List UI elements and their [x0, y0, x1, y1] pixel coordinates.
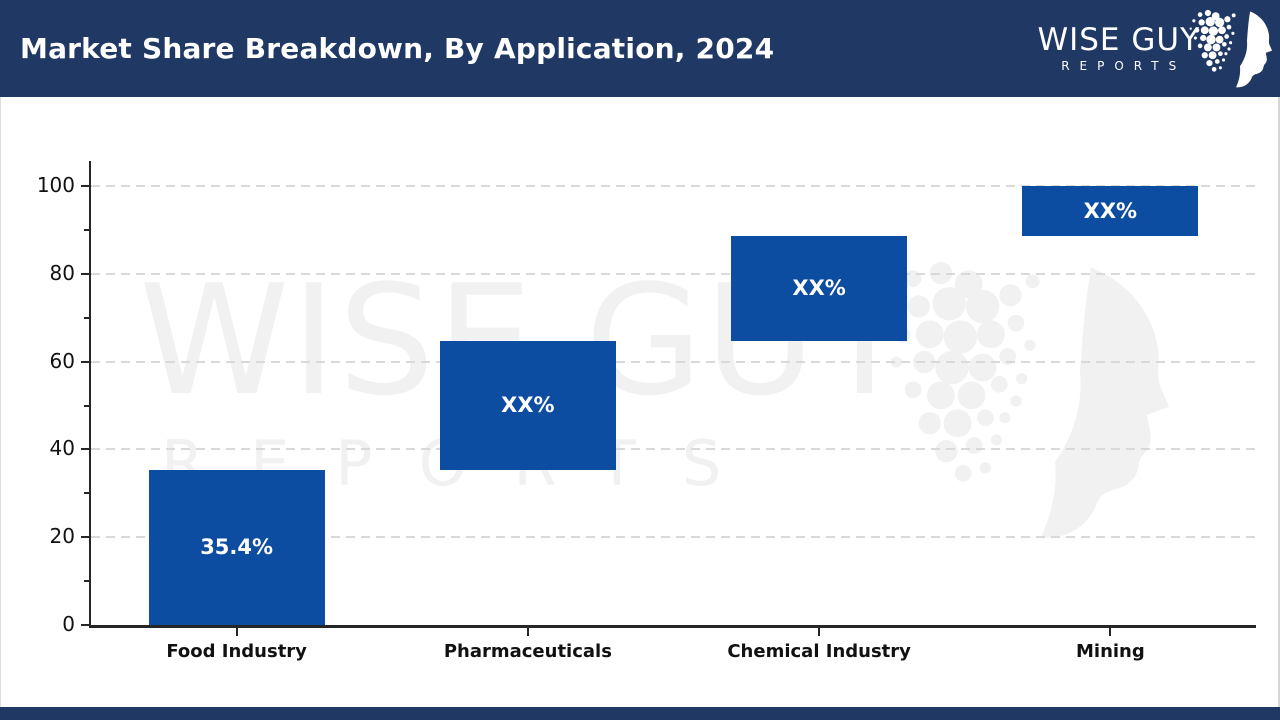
y-axis-tick-label: 20: [49, 524, 75, 549]
gridline: [91, 448, 1256, 451]
x-axis-tick: [526, 628, 529, 636]
header-bar: Market Share Breakdown, By Application, …: [0, 0, 1280, 97]
wise-guy-reports-logo: WISE GUY REPORTS: [1037, 0, 1272, 97]
x-axis-tick: [1109, 628, 1112, 636]
gridline: [91, 360, 1256, 363]
gridline: [91, 536, 1256, 539]
bar-value-label: XX%: [792, 276, 846, 301]
y-axis-tick: [81, 624, 89, 626]
bar-mining: XX%: [1022, 186, 1199, 237]
logo-subtitle: REPORTS: [1061, 58, 1187, 73]
x-axis-category-label: Chemical Industry: [727, 641, 911, 662]
x-axis-category-label: Food Industry: [166, 641, 307, 662]
y-axis-tick: [81, 272, 89, 275]
y-axis-minor-tick: [84, 492, 89, 495]
x-axis-tick: [235, 628, 238, 636]
bar-value-label: 35.4%: [200, 535, 274, 560]
bar-chemical-industry: XX%: [731, 236, 908, 341]
bar-pharmaceuticals: XX%: [439, 340, 616, 470]
bar-value-label: XX%: [501, 393, 555, 418]
y-axis-tick-label: 100: [36, 173, 75, 197]
y-axis-tick: [81, 185, 89, 187]
y-axis-tick-label: 80: [49, 260, 75, 285]
page-title: Market Share Breakdown, By Application, …: [20, 32, 775, 65]
x-axis-tick: [818, 628, 821, 636]
footer-bar: [0, 707, 1280, 720]
y-axis-tick: [81, 536, 89, 539]
logo-text: WISE GUY REPORTS: [1037, 21, 1200, 73]
logo-wordmark: WISE GUY: [1037, 21, 1200, 58]
y-axis-tick: [81, 448, 89, 451]
bar-value-label: XX%: [1083, 199, 1138, 224]
y-axis-minor-tick: [84, 404, 89, 407]
gridline: [91, 272, 1256, 275]
plot-area: 0 20 40 60 80 100 35.4% Food Industry XX% Pharmac…: [37, 161, 1256, 662]
gridline: [91, 185, 1256, 187]
y-axis-minor-tick: [84, 316, 89, 319]
bar-food-industry: 35.4%: [148, 469, 325, 625]
y-axis-tick-label: 0: [62, 612, 75, 636]
y-axis-minor-tick: [84, 228, 89, 231]
y-axis-tick-label: 40: [49, 436, 75, 461]
x-axis-category-label: Pharmaceuticals: [443, 641, 612, 662]
y-axis-tick: [81, 360, 89, 363]
dotted-head-profile-icon: [1189, 9, 1272, 87]
y-axis-minor-tick: [84, 580, 89, 583]
y-axis-tick-label: 60: [49, 348, 75, 373]
x-axis-category-label: Mining: [1075, 641, 1145, 662]
